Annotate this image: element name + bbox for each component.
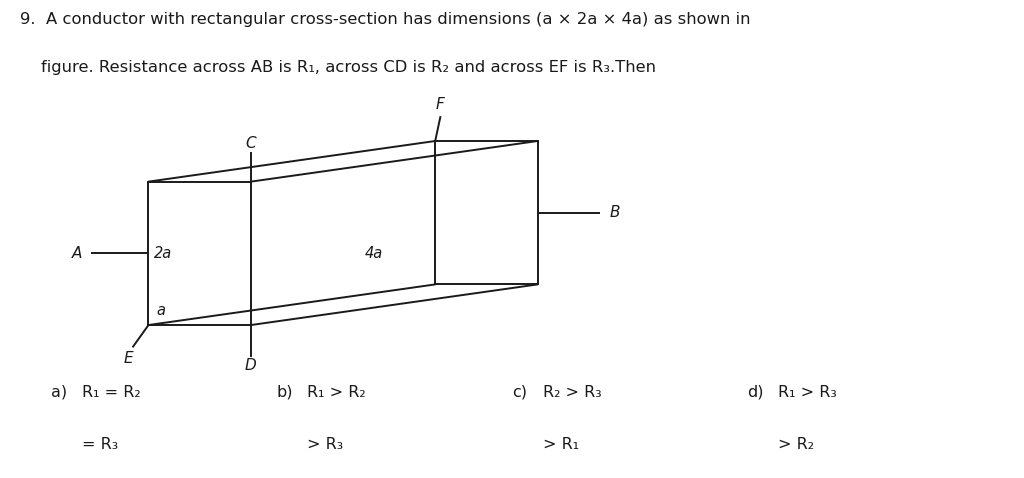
Text: E: E — [123, 351, 133, 366]
Text: figure. Resistance across AB is R₁, across CD is R₂ and across EF is R₃.Then: figure. Resistance across AB is R₁, acro… — [20, 60, 656, 75]
Text: a): a) — [51, 385, 68, 400]
Text: > R₂: > R₂ — [778, 437, 814, 452]
Text: R₁ > R₃: R₁ > R₃ — [778, 385, 837, 400]
Text: > R₃: > R₃ — [307, 437, 343, 452]
Text: c): c) — [512, 385, 527, 400]
Text: D: D — [245, 358, 257, 373]
Text: > R₁: > R₁ — [543, 437, 579, 452]
Text: 2a: 2a — [154, 246, 172, 261]
Text: R₁ = R₂: R₁ = R₂ — [82, 385, 140, 400]
Text: = R₃: = R₃ — [82, 437, 118, 452]
Text: R₁ > R₂: R₁ > R₂ — [307, 385, 366, 400]
Text: A: A — [72, 246, 82, 261]
Text: a: a — [157, 303, 166, 318]
Text: 9.  A conductor with rectangular cross-section has dimensions (a × 2a × 4a) as s: 9. A conductor with rectangular cross-se… — [20, 12, 751, 27]
Text: B: B — [609, 205, 620, 220]
Text: R₂ > R₃: R₂ > R₃ — [543, 385, 601, 400]
Text: C: C — [246, 136, 256, 151]
Text: F: F — [435, 98, 444, 112]
Text: d): d) — [748, 385, 764, 400]
Text: 4a: 4a — [365, 246, 383, 261]
Text: b): b) — [276, 385, 293, 400]
